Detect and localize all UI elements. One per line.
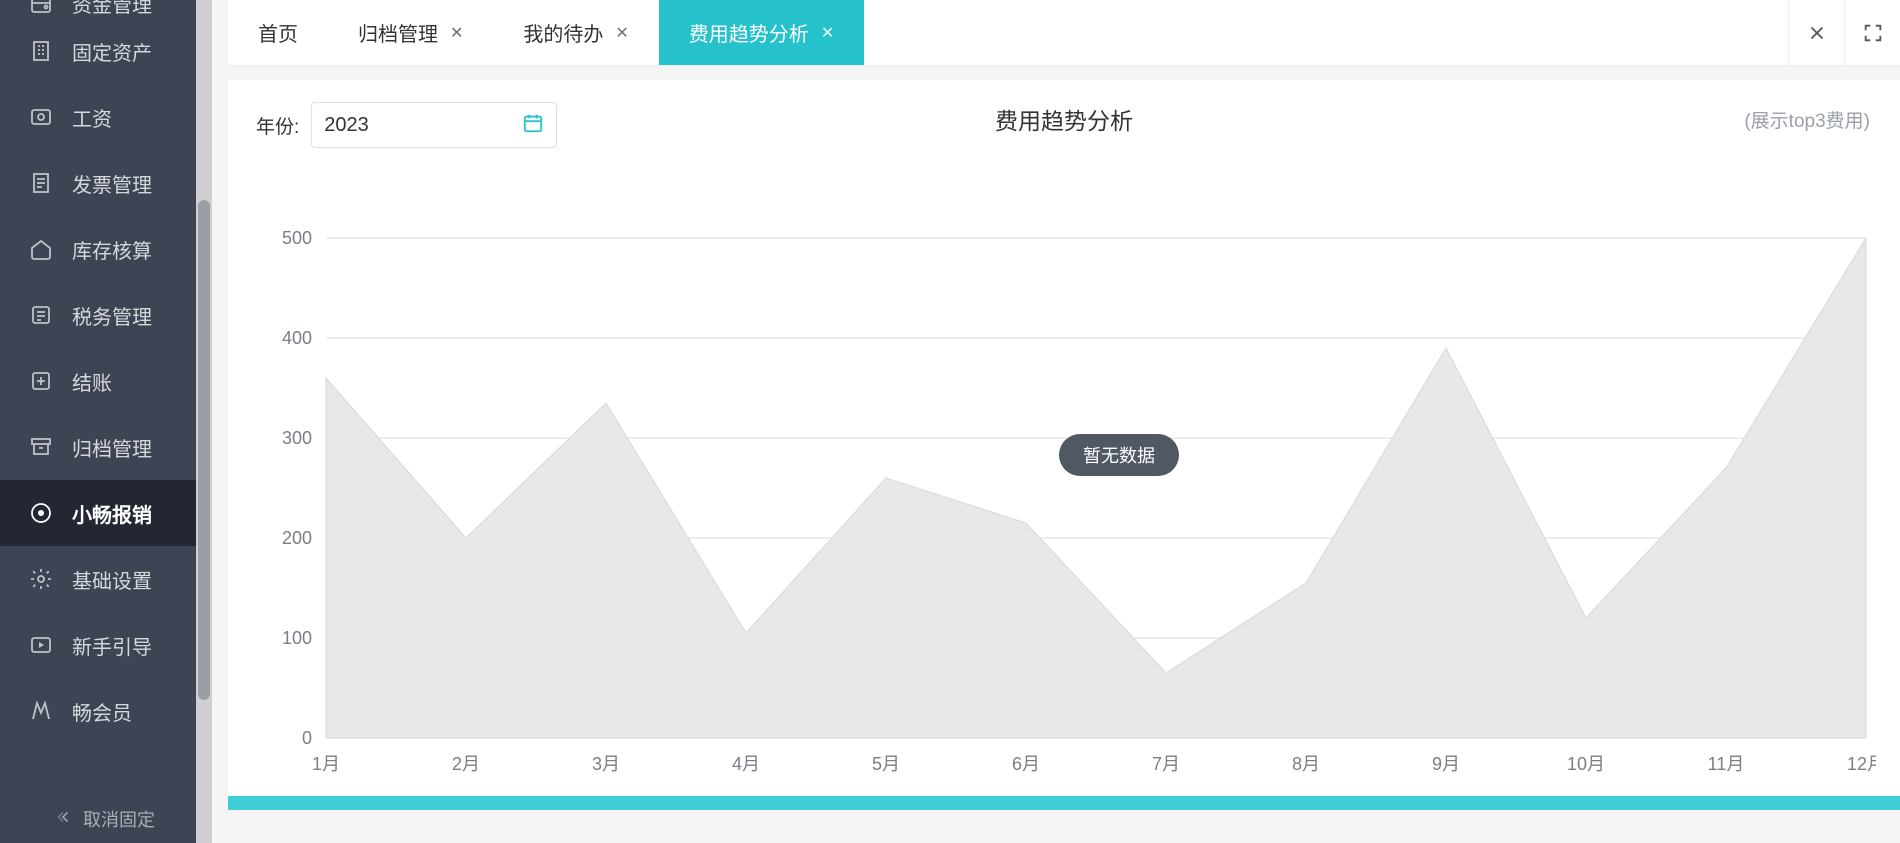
svg-text:5月: 5月 xyxy=(872,754,900,774)
sidebar-item-tax[interactable]: 税务管理 xyxy=(0,282,212,348)
sidebar-item-home[interactable]: 库存核算 xyxy=(0,216,212,282)
svg-text:4月: 4月 xyxy=(732,754,760,774)
expense-icon xyxy=(28,500,54,526)
sidebar-item-member[interactable]: 畅会员 xyxy=(0,678,212,744)
svg-text:10月: 10月 xyxy=(1567,754,1605,774)
tab-首页[interactable]: 首页 xyxy=(228,0,328,65)
svg-text:12月: 12月 xyxy=(1847,754,1876,774)
sidebar-item-label: 库存核算 xyxy=(72,235,152,264)
tab-费用趋势分析[interactable]: 费用趋势分析 ✕ xyxy=(659,0,864,65)
main: 首页 归档管理 ✕ 我的待办 ✕ 费用趋势分析 ✕ 年份: 2023 费用趋势分析 (展示t… xyxy=(228,0,1900,843)
sidebar: 资金管理 固定资产 工资 发票管理 库存核算 税务管理 结账 归档管理 小畅报销… xyxy=(0,0,212,843)
tab-归档管理[interactable]: 归档管理 ✕ xyxy=(328,0,493,65)
sidebar-unpin-button[interactable]: 取消固定 xyxy=(0,795,212,843)
year-value: 2023 xyxy=(324,114,522,137)
fullscreen-button[interactable] xyxy=(1844,0,1900,65)
svg-text:200: 200 xyxy=(282,528,312,548)
sidebar-item-wallet[interactable]: 资金管理 xyxy=(0,0,212,18)
no-data-badge: 暂无数据 xyxy=(1059,434,1179,476)
tab-label: 归档管理 xyxy=(358,18,438,47)
home-icon xyxy=(28,236,54,262)
chart-title: 费用趋势分析 xyxy=(995,102,1133,136)
svg-text:9月: 9月 xyxy=(1432,754,1460,774)
svg-text:300: 300 xyxy=(282,428,312,448)
svg-text:6月: 6月 xyxy=(1012,754,1040,774)
close-all-tabs-button[interactable] xyxy=(1788,0,1844,65)
svg-text:3月: 3月 xyxy=(592,754,620,774)
sidebar-item-guide[interactable]: 新手引导 xyxy=(0,612,212,678)
scrollbar-thumb[interactable] xyxy=(198,200,210,700)
sidebar-item-label: 资金管理 xyxy=(72,0,152,18)
tab-label: 首页 xyxy=(258,18,298,47)
wallet-icon xyxy=(28,0,54,18)
tab-label: 我的待办 xyxy=(523,18,603,47)
gear-icon xyxy=(28,566,54,592)
member-icon xyxy=(28,698,54,724)
svg-text:7月: 7月 xyxy=(1152,754,1180,774)
sidebar-item-label: 发票管理 xyxy=(72,169,152,198)
sidebar-item-label: 归档管理 xyxy=(72,433,152,462)
svg-text:2月: 2月 xyxy=(452,754,480,774)
sidebar-item-building[interactable]: 固定资产 xyxy=(0,18,212,84)
archive-icon xyxy=(28,434,54,460)
sidebar-unpin-label: 取消固定 xyxy=(83,806,155,832)
chart-panel: 年份: 2023 费用趋势分析 (展示top3费用) 0 100 200 300 400… xyxy=(228,80,1900,810)
close-acc-icon xyxy=(28,368,54,394)
sidebar-item-label: 税务管理 xyxy=(72,301,152,330)
close-icon[interactable]: ✕ xyxy=(821,23,834,43)
guide-icon xyxy=(28,632,54,658)
sidebar-item-label: 固定资产 xyxy=(72,37,152,66)
sidebar-item-archive[interactable]: 归档管理 xyxy=(0,414,212,480)
close-icon[interactable]: ✕ xyxy=(615,23,628,43)
sidebar-item-payroll[interactable]: 工资 xyxy=(0,84,212,150)
tabbar: 首页 归档管理 ✕ 我的待办 ✕ 费用趋势分析 ✕ xyxy=(228,0,1900,66)
payroll-icon xyxy=(28,104,54,130)
arrow-left-icon xyxy=(57,808,75,831)
close-icon[interactable]: ✕ xyxy=(450,23,463,43)
chart: 0 100 200 300 400 500 1月 2月 3月 4月 5月 6月 7月 8月 9月 10月 11月… xyxy=(266,228,1872,788)
year-picker[interactable]: 2023 xyxy=(311,102,557,148)
svg-text:8月: 8月 xyxy=(1292,754,1320,774)
year-label: 年份: xyxy=(256,112,299,139)
tab-label: 费用趋势分析 xyxy=(689,18,809,47)
chart-subtitle: (展示top3费用) xyxy=(1744,106,1870,133)
sidebar-item-label: 工资 xyxy=(72,103,112,132)
bottom-accent-strip xyxy=(228,796,1900,810)
svg-text:1月: 1月 xyxy=(312,754,340,774)
calendar-icon xyxy=(522,112,544,139)
tax-icon xyxy=(28,302,54,328)
svg-text:500: 500 xyxy=(282,228,312,248)
sidebar-item-gear[interactable]: 基础设置 xyxy=(0,546,212,612)
sidebar-scrollbar[interactable] xyxy=(196,0,212,843)
sidebar-item-label: 基础设置 xyxy=(72,565,152,594)
svg-text:100: 100 xyxy=(282,628,312,648)
sidebar-item-label: 小畅报销 xyxy=(72,499,152,528)
sidebar-item-label: 结账 xyxy=(72,367,112,396)
sidebar-item-label: 畅会员 xyxy=(72,697,132,726)
sidebar-item-label: 新手引导 xyxy=(72,631,152,660)
sidebar-item-expense[interactable]: 小畅报销 xyxy=(0,480,212,546)
invoice-icon xyxy=(28,170,54,196)
svg-text:400: 400 xyxy=(282,328,312,348)
sidebar-item-close-acc[interactable]: 结账 xyxy=(0,348,212,414)
tab-我的待办[interactable]: 我的待办 ✕ xyxy=(493,0,658,65)
sidebar-item-invoice[interactable]: 发票管理 xyxy=(0,150,212,216)
svg-text:0: 0 xyxy=(302,728,312,748)
svg-text:11月: 11月 xyxy=(1708,754,1745,774)
building-icon xyxy=(28,38,54,64)
